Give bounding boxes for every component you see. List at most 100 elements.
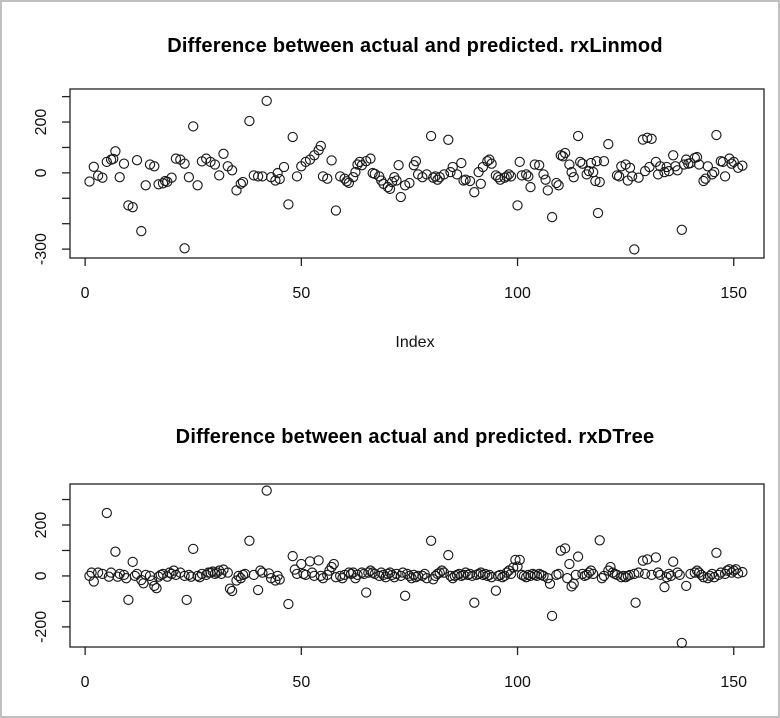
data-point xyxy=(479,568,491,580)
data-point xyxy=(466,570,478,582)
data-point xyxy=(516,170,528,181)
data-point xyxy=(252,171,264,182)
data-point xyxy=(157,178,169,189)
data-point xyxy=(613,171,625,182)
data-point xyxy=(546,610,558,622)
data-point xyxy=(646,569,657,581)
data-point xyxy=(678,159,690,170)
data-point xyxy=(501,171,512,182)
data-point xyxy=(255,565,266,576)
data-point xyxy=(581,169,592,180)
data-point xyxy=(451,169,463,180)
y-axis-tick-label: 200 xyxy=(33,512,50,539)
data-point xyxy=(425,535,437,546)
data-point xyxy=(222,567,233,578)
data-point xyxy=(490,585,502,596)
data-point xyxy=(185,571,197,582)
data-point xyxy=(283,598,294,610)
data-point xyxy=(335,570,346,582)
y-axis-tick-label: 0 xyxy=(33,168,50,177)
data-point xyxy=(397,567,409,578)
data-point xyxy=(611,170,623,181)
data-point xyxy=(633,567,644,578)
data-point xyxy=(672,567,683,578)
data-point xyxy=(644,161,655,173)
data-point xyxy=(131,155,143,166)
data-point xyxy=(456,157,467,169)
data-point xyxy=(503,169,515,180)
data-point xyxy=(434,567,445,578)
data-point xyxy=(672,165,683,176)
data-point xyxy=(88,576,99,587)
data-point xyxy=(562,573,573,584)
data-point xyxy=(110,546,121,557)
data-point xyxy=(629,244,640,255)
data-point xyxy=(523,171,534,182)
data-point xyxy=(592,207,604,219)
data-point xyxy=(544,578,556,589)
data-point xyxy=(553,180,564,191)
x-axis-tick-label: 50 xyxy=(292,674,310,691)
data-point xyxy=(531,570,543,582)
data-point xyxy=(482,570,493,582)
data-point xyxy=(194,572,205,583)
data-point xyxy=(322,173,333,184)
data-point xyxy=(534,160,545,171)
data-point xyxy=(475,178,486,189)
data-point xyxy=(192,180,203,191)
data-point xyxy=(630,597,641,608)
data-point xyxy=(659,581,670,593)
data-point xyxy=(737,566,748,578)
data-point xyxy=(352,159,363,170)
data-point xyxy=(514,156,525,168)
data-point xyxy=(296,558,307,570)
x-axis-tick-label: 150 xyxy=(720,285,747,302)
data-point xyxy=(542,185,553,196)
data-point xyxy=(553,568,564,580)
x-axis-tick-label: 0 xyxy=(81,674,90,691)
data-point xyxy=(566,166,577,178)
data-point xyxy=(505,171,517,182)
data-point xyxy=(719,171,731,182)
data-point xyxy=(399,590,411,601)
data-point xyxy=(337,573,348,584)
data-point xyxy=(501,567,512,578)
data-point xyxy=(674,569,685,581)
data-point xyxy=(514,554,525,566)
data-point xyxy=(233,570,244,582)
data-point xyxy=(218,148,229,159)
data-point xyxy=(698,572,709,583)
data-point xyxy=(711,547,722,558)
data-point xyxy=(510,554,521,566)
data-point xyxy=(261,485,272,496)
data-point xyxy=(639,568,651,580)
data-point xyxy=(557,151,569,162)
data-point xyxy=(585,565,597,576)
data-point xyxy=(538,169,549,180)
data-point xyxy=(112,571,123,582)
data-point xyxy=(512,561,523,572)
data-point xyxy=(231,185,242,196)
data-point xyxy=(410,156,422,167)
data-point xyxy=(350,573,361,584)
data-point xyxy=(588,568,599,580)
data-point xyxy=(118,569,130,581)
data-point xyxy=(179,158,190,169)
data-point xyxy=(270,175,281,186)
chart1-xaxis-label: Index xyxy=(395,334,435,351)
data-point xyxy=(566,581,577,592)
data-point xyxy=(97,172,108,183)
data-point xyxy=(393,160,404,171)
data-point xyxy=(521,169,532,180)
data-point xyxy=(257,567,268,578)
data-point xyxy=(395,570,406,582)
data-point xyxy=(564,558,575,570)
data-point xyxy=(590,175,601,187)
data-point xyxy=(278,161,290,173)
data-point xyxy=(711,129,722,141)
data-point xyxy=(568,578,579,589)
data-point xyxy=(136,225,147,237)
data-point xyxy=(724,564,735,575)
data-point xyxy=(564,159,575,170)
data-point xyxy=(700,173,711,184)
